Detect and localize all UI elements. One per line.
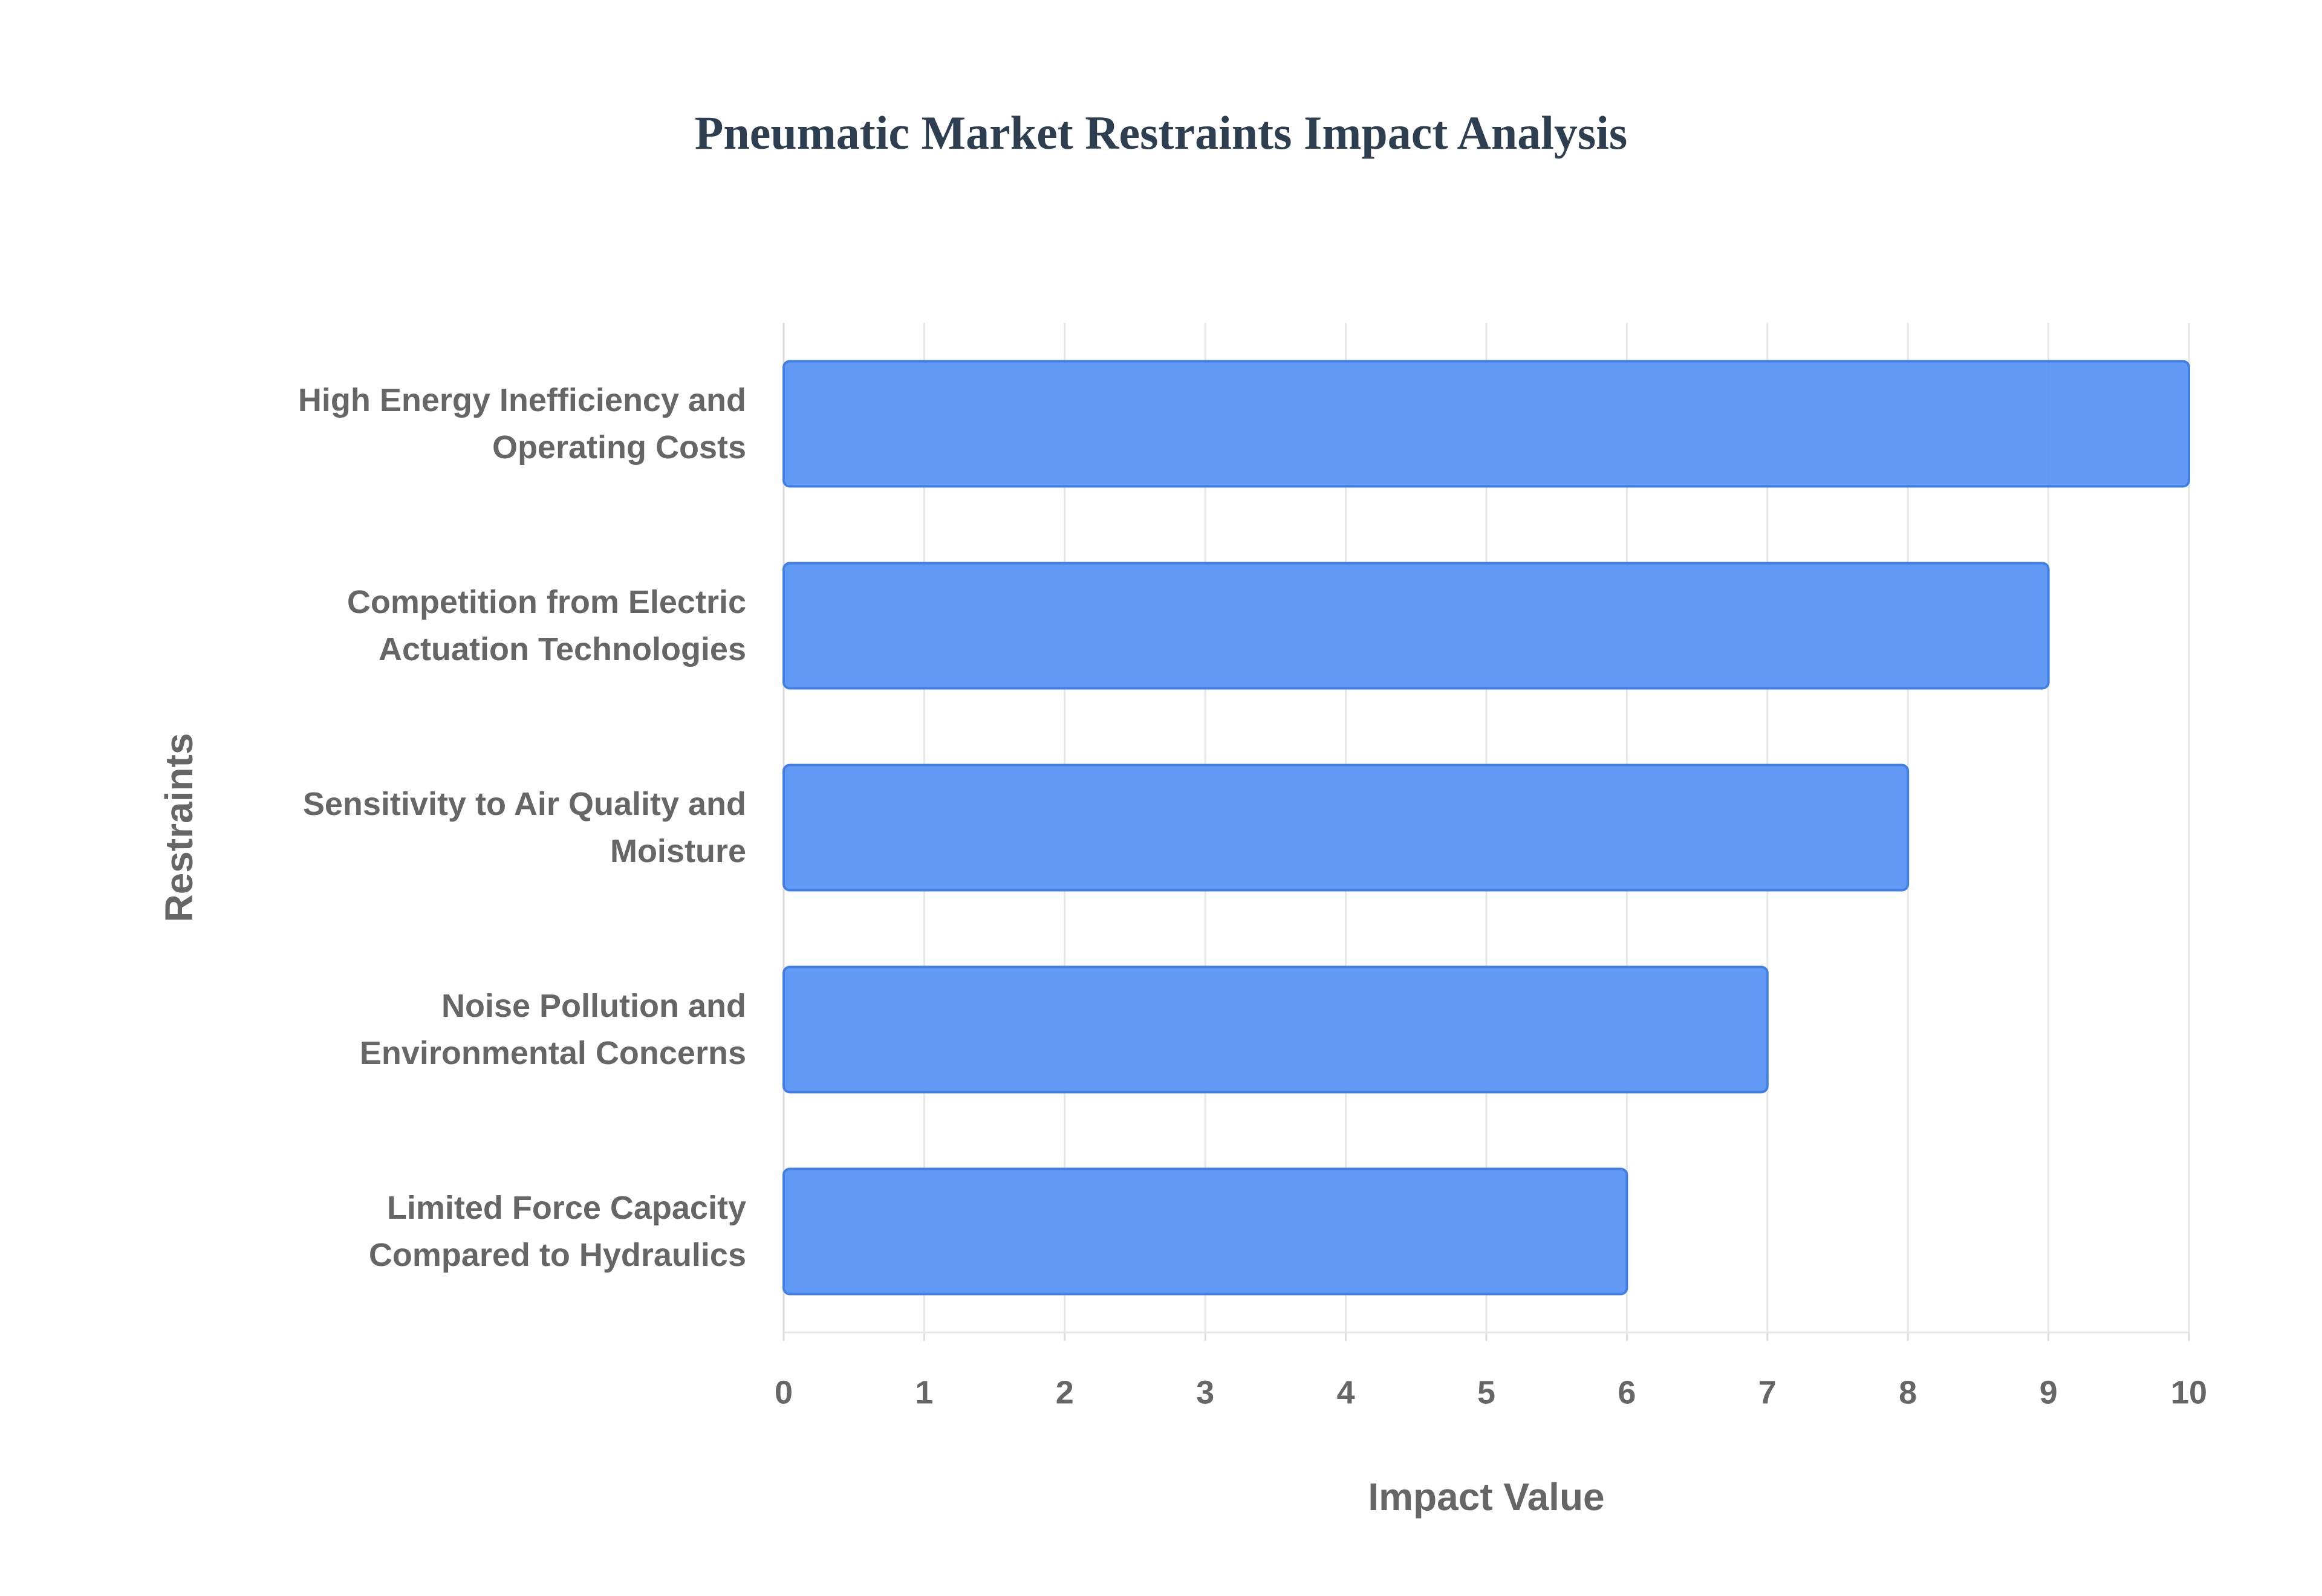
bar <box>782 764 1910 892</box>
x-tick-label: 9 <box>2040 1374 2058 1410</box>
bar <box>782 965 1769 1094</box>
x-tick-label: 10 <box>2171 1374 2207 1410</box>
x-tick-label: 4 <box>1337 1374 1355 1410</box>
x-tick-label: 3 <box>1196 1374 1214 1410</box>
bar <box>782 562 2050 690</box>
y-tick-label-box: Competition from Electric Actuation Tech… <box>346 583 746 667</box>
chart-title: Pneumatic Market Restraints Impact Analy… <box>695 106 1628 159</box>
x-tick-label: 0 <box>775 1374 793 1410</box>
y-tick-label: High Energy Inefficiency and Operating C… <box>298 381 746 465</box>
y-tick-label: Sensitivity to Air Quality and Moisture <box>302 785 746 869</box>
y-tick-label: Noise Pollution and Environmental Concer… <box>359 987 746 1071</box>
y-tick-label-box: High Energy Inefficiency and Operating C… <box>298 381 746 465</box>
x-tick-label: 7 <box>1758 1374 1777 1410</box>
x-tick-label: 5 <box>1477 1374 1495 1410</box>
y-tick-label-box: Noise Pollution and Environmental Concer… <box>359 987 746 1071</box>
y-tick-label: Limited Force Capacity Compared to Hydra… <box>368 1189 746 1273</box>
bar <box>782 1167 1628 1296</box>
y-axis-title: Restraints <box>157 733 201 923</box>
x-tick-label: 2 <box>1056 1374 1074 1410</box>
x-tick-label: 6 <box>1618 1374 1636 1410</box>
y-tick-label: Competition from Electric Actuation Tech… <box>346 583 746 667</box>
x-tick-label: 1 <box>915 1374 933 1410</box>
x-tick-label: 8 <box>1899 1374 1917 1410</box>
bar <box>782 360 2190 488</box>
x-axis-title: Impact Value <box>1368 1475 1604 1519</box>
y-tick-label-box: Limited Force Capacity Compared to Hydra… <box>368 1189 746 1273</box>
y-tick-label-box: Sensitivity to Air Quality and Moisture <box>302 785 746 869</box>
